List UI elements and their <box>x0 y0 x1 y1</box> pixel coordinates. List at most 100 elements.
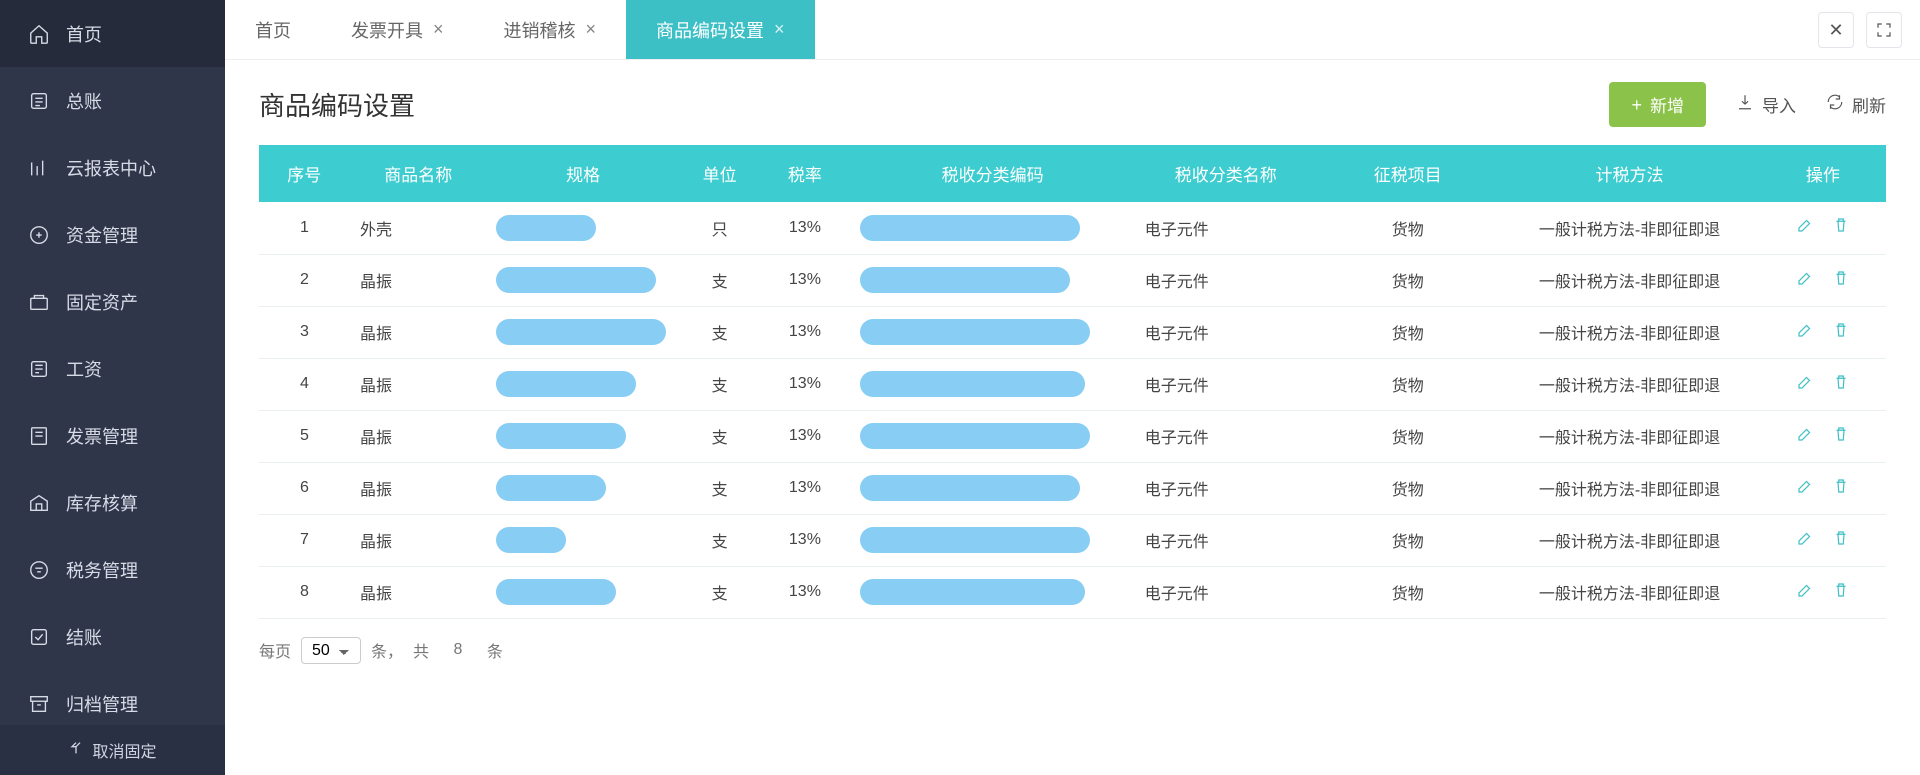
col-method: 计税方法 <box>1499 145 1761 202</box>
redacted-code <box>860 423 1090 449</box>
table-row: 7晶振支13%电子元件货物一般计税方法-非即征即退 <box>259 514 1886 566</box>
cell-spec <box>486 566 679 618</box>
delete-icon[interactable] <box>1832 373 1850 396</box>
tab-label: 首页 <box>255 17 291 43</box>
edit-icon[interactable] <box>1796 269 1814 292</box>
cell-class_code <box>850 358 1134 410</box>
cell-method: 一般计税方法-非即征即退 <box>1499 410 1761 462</box>
sidebar-item-close-acct[interactable]: 结账 <box>0 603 225 670</box>
cell-class_name: 电子元件 <box>1135 566 1317 618</box>
cell-name: 晶振 <box>350 410 486 462</box>
cell-class_name: 电子元件 <box>1135 254 1317 306</box>
col-rate: 税率 <box>759 145 850 202</box>
pagination: 每页 50 条， 共 8 条 <box>225 619 1920 664</box>
edit-icon[interactable] <box>1796 373 1814 396</box>
sidebar-item-ledger[interactable]: 总账 <box>0 67 225 134</box>
sidebar-item-salary[interactable]: 工资 <box>0 335 225 402</box>
delete-icon[interactable] <box>1832 269 1850 292</box>
cell-ops <box>1760 514 1885 566</box>
import-button[interactable]: 导入 <box>1736 92 1796 117</box>
refresh-icon <box>1826 93 1844 116</box>
sidebar-item-invoice[interactable]: 发票管理 <box>0 402 225 469</box>
sidebar-unpin-label: 取消固定 <box>92 738 156 762</box>
main-area: 首页发票开具×进销稽核×商品编码设置× ✕ 商品编码设置 新增 导入 <box>225 0 1920 775</box>
pager-total-prefix: 共 <box>413 638 429 662</box>
sidebar-item-report[interactable]: 云报表中心 <box>0 134 225 201</box>
cell-spec <box>486 306 679 358</box>
cell-unit: 支 <box>680 514 760 566</box>
cell-ops <box>1760 566 1885 618</box>
sidebar-item-fund[interactable]: 资金管理 <box>0 201 225 268</box>
cell-tax_item: 货物 <box>1317 202 1499 254</box>
col-seq: 序号 <box>259 145 350 202</box>
pager-total: 8 <box>454 641 463 659</box>
cell-tax_item: 货物 <box>1317 358 1499 410</box>
edit-icon[interactable] <box>1796 425 1814 448</box>
tab-1[interactable]: 发票开具 × <box>321 0 474 59</box>
cell-class_code <box>850 566 1134 618</box>
sidebar-item-tax[interactable]: 税务管理 <box>0 536 225 603</box>
cell-tax_item: 货物 <box>1317 254 1499 306</box>
cell-unit: 支 <box>680 462 760 514</box>
delete-icon[interactable] <box>1832 425 1850 448</box>
table-row: 6晶振支13%电子元件货物一般计税方法-非即征即退 <box>259 462 1886 514</box>
sidebar-item-label: 工资 <box>66 356 102 382</box>
delete-icon[interactable] <box>1832 581 1850 604</box>
tab-close-icon[interactable]: × <box>774 19 785 40</box>
cell-class_name: 电子元件 <box>1135 202 1317 254</box>
cell-seq: 5 <box>259 410 350 462</box>
redacted-spec <box>496 371 636 397</box>
sidebar-item-home[interactable]: 首页 <box>0 0 225 67</box>
sidebar-unpin-button[interactable]: 取消固定 <box>0 725 225 775</box>
delete-icon[interactable] <box>1832 529 1850 552</box>
delete-icon[interactable] <box>1832 321 1850 344</box>
cell-tax_item: 货物 <box>1317 410 1499 462</box>
cell-name: 晶振 <box>350 254 486 306</box>
cell-rate: 13% <box>759 410 850 462</box>
cell-class_code <box>850 306 1134 358</box>
redacted-spec <box>496 527 566 553</box>
cell-method: 一般计税方法-非即征即退 <box>1499 202 1761 254</box>
table-row: 5晶振支13%电子元件货物一般计税方法-非即征即退 <box>259 410 1886 462</box>
edit-icon[interactable] <box>1796 477 1814 500</box>
tab-3[interactable]: 商品编码设置× <box>626 0 815 59</box>
cell-seq: 8 <box>259 566 350 618</box>
delete-icon[interactable] <box>1832 216 1850 239</box>
refresh-button[interactable]: 刷新 <box>1826 92 1886 117</box>
cell-tax_item: 货物 <box>1317 566 1499 618</box>
invoice-icon <box>28 425 50 447</box>
redacted-code <box>860 371 1085 397</box>
cell-ops <box>1760 410 1885 462</box>
tab-close-icon[interactable]: × <box>586 19 597 40</box>
col-ops: 操作 <box>1760 145 1885 202</box>
tab-close-icon[interactable]: × <box>433 19 444 40</box>
redacted-code <box>860 267 1070 293</box>
page-header: 商品编码设置 新增 导入 刷新 <box>225 60 1920 145</box>
edit-icon[interactable] <box>1796 216 1814 239</box>
cell-ops <box>1760 462 1885 514</box>
cell-class_code <box>850 462 1134 514</box>
edit-icon[interactable] <box>1796 321 1814 344</box>
fullscreen-button[interactable] <box>1866 12 1902 48</box>
edit-icon[interactable] <box>1796 529 1814 552</box>
delete-icon[interactable] <box>1832 477 1850 500</box>
home-icon <box>28 23 50 45</box>
sidebar-item-label: 云报表中心 <box>66 155 156 181</box>
add-button[interactable]: 新增 <box>1609 82 1706 127</box>
product-code-table: 序号商品名称规格单位税率税收分类编码税收分类名称征税项目计税方法操作 1外壳只1… <box>259 145 1886 619</box>
tab-2[interactable]: 进销稽核× <box>474 0 627 59</box>
sidebar-item-stock[interactable]: 库存核算 <box>0 469 225 536</box>
cell-seq: 1 <box>259 202 350 254</box>
page-size-select[interactable]: 50 <box>301 637 361 664</box>
tab-close-all-button[interactable]: ✕ <box>1818 12 1854 48</box>
tab-0[interactable]: 首页 <box>225 0 321 59</box>
sidebar-item-label: 固定资产 <box>66 289 138 315</box>
cell-seq: 3 <box>259 306 350 358</box>
tab-label: 发票开具 <box>351 17 423 43</box>
import-label: 导入 <box>1762 92 1796 117</box>
pager-unit: 条， <box>371 638 403 662</box>
table-header-row: 序号商品名称规格单位税率税收分类编码税收分类名称征税项目计税方法操作 <box>259 145 1886 202</box>
sidebar-item-asset[interactable]: 固定资产 <box>0 268 225 335</box>
report-icon <box>28 157 50 179</box>
edit-icon[interactable] <box>1796 581 1814 604</box>
